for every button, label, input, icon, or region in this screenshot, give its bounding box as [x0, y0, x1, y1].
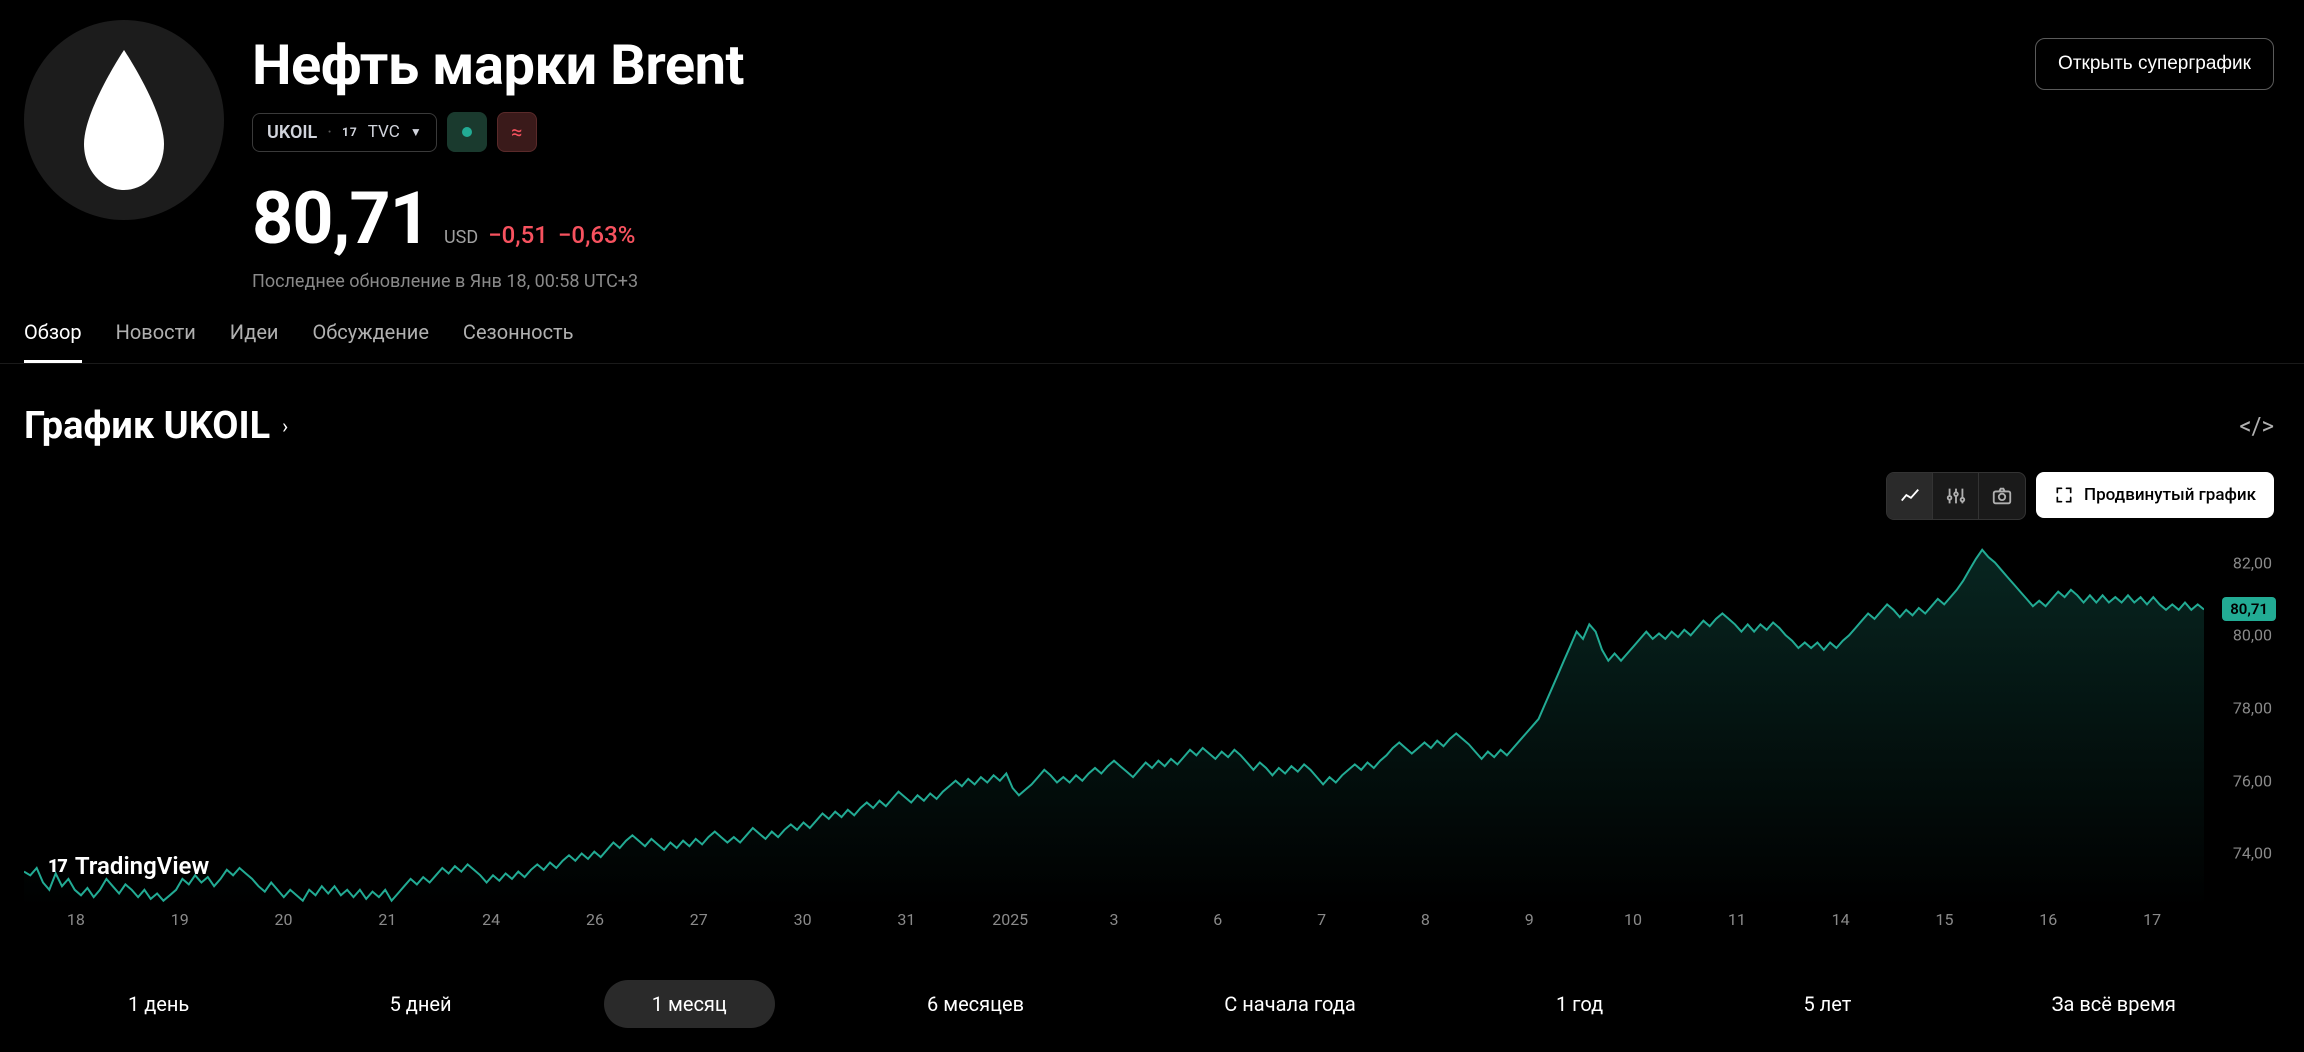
price-currency: USD	[444, 227, 478, 248]
y-axis-tick: 80,00	[2233, 626, 2272, 645]
range-button[interactable]: 1 день	[80, 980, 237, 1028]
range-button[interactable]: 5 дней	[342, 980, 500, 1028]
x-axis-tick: 7	[1317, 910, 1326, 929]
x-axis-tick: 2025	[992, 910, 1028, 929]
chart-title-row[interactable]: График UKOIL ›	[24, 404, 2280, 448]
embed-code-icon[interactable]: </>	[2239, 412, 2274, 440]
chart-x-axis: 18 19 20 21 24 26 27 30 31 2025 3 6 7 8 9 10 11 14 15 16 17	[24, 910, 2204, 940]
x-axis-tick: 31	[897, 910, 915, 929]
x-axis-tick: 11	[1728, 910, 1746, 929]
x-axis-tick: 24	[482, 910, 500, 929]
price-change-abs: −0,51	[488, 221, 548, 249]
x-axis-tick: 15	[1935, 910, 1953, 929]
approx-badge[interactable]: ≈	[497, 112, 537, 152]
chevron-right-icon: ›	[282, 414, 288, 438]
y-axis-tick: 78,00	[2233, 699, 2272, 718]
tradingview-logo-icon: 17	[48, 856, 67, 877]
x-axis-tick: 20	[275, 910, 293, 929]
market-status-badge[interactable]	[447, 112, 487, 152]
advanced-chart-button[interactable]: Продвинутый график	[2036, 472, 2274, 518]
exchange-name: TVC	[368, 122, 400, 142]
chart-snapshot-button[interactable]	[1979, 473, 2025, 519]
chart-title: График UKOIL	[24, 404, 270, 448]
range-button[interactable]: 1 месяц	[604, 980, 775, 1028]
advanced-chart-label: Продвинутый график	[2084, 485, 2256, 505]
x-axis-tick: 9	[1525, 910, 1534, 929]
tab-Обсуждение[interactable]: Обсуждение	[312, 320, 428, 363]
chevron-down-icon: ▼	[410, 125, 422, 139]
price-chart[interactable]	[24, 508, 2204, 908]
current-price-tag: 80,71	[2222, 597, 2276, 621]
camera-icon	[1991, 485, 2013, 507]
range-button[interactable]: 1 год	[1508, 980, 1651, 1028]
x-axis-tick: 10	[1624, 910, 1642, 929]
fullscreen-icon	[2054, 485, 2074, 505]
tab-Обзор[interactable]: Обзор	[24, 320, 82, 363]
range-button[interactable]: 5 лет	[1755, 980, 1899, 1028]
x-axis-tick: 27	[690, 910, 708, 929]
chart-y-axis: 74,00 76,00 78,00 80,00 82,00 80,71	[2210, 508, 2280, 908]
oil-drop-icon	[74, 50, 174, 190]
price-timestamp: Последнее обновление в Янв 18, 00:58 UTC…	[252, 271, 2280, 292]
instrument-logo	[24, 20, 224, 220]
price-value: 80,71	[252, 176, 430, 261]
area-chart-icon	[1899, 485, 1921, 507]
tab-Новости[interactable]: Новости	[116, 320, 196, 363]
ticker-symbol: UKOIL	[267, 122, 317, 143]
y-axis-tick: 82,00	[2233, 553, 2272, 572]
x-axis-tick: 8	[1421, 910, 1430, 929]
exchange-logo-icon: 17	[342, 125, 358, 139]
x-axis-tick: 19	[171, 910, 189, 929]
price-change-pct: −0,63%	[558, 221, 635, 249]
range-button[interactable]: 6 месяцев	[879, 980, 1072, 1028]
x-axis-tick: 21	[378, 910, 396, 929]
x-axis-tick: 16	[2039, 910, 2057, 929]
chart-type-area-button[interactable]	[1887, 473, 1933, 519]
sliders-icon	[1945, 485, 1967, 507]
x-axis-tick: 14	[1832, 910, 1850, 929]
x-axis-tick: 30	[794, 910, 812, 929]
range-button[interactable]: За всё время	[2004, 980, 2224, 1028]
range-selector: 1 день 5 дней 1 месяц 6 месяцев С начала год…	[0, 940, 2304, 1052]
x-axis-tick: 18	[67, 910, 85, 929]
x-axis-tick: 3	[1110, 910, 1119, 929]
main-tabs: Обзор Новости Идеи Обсуждение Сезонность	[0, 292, 2304, 364]
range-button[interactable]: С начала года	[1176, 980, 1403, 1028]
tab-Идеи[interactable]: Идеи	[230, 320, 279, 363]
chart-settings-button[interactable]	[1933, 473, 1979, 519]
tradingview-watermark: 17 TradingView	[48, 852, 209, 880]
x-axis-tick: 6	[1213, 910, 1222, 929]
x-axis-tick: 26	[586, 910, 604, 929]
tab-Сезонность[interactable]: Сезонность	[463, 320, 574, 363]
x-axis-tick: 17	[2143, 910, 2161, 929]
ticker-selector[interactable]: UKOIL · 17 TVC ▼	[252, 113, 437, 152]
y-axis-tick: 76,00	[2233, 771, 2272, 790]
open-superchart-button[interactable]: Открыть суперграфик	[2035, 38, 2274, 90]
page-title: Нефть марки Brent	[252, 32, 2280, 98]
y-axis-tick: 74,00	[2233, 844, 2272, 863]
